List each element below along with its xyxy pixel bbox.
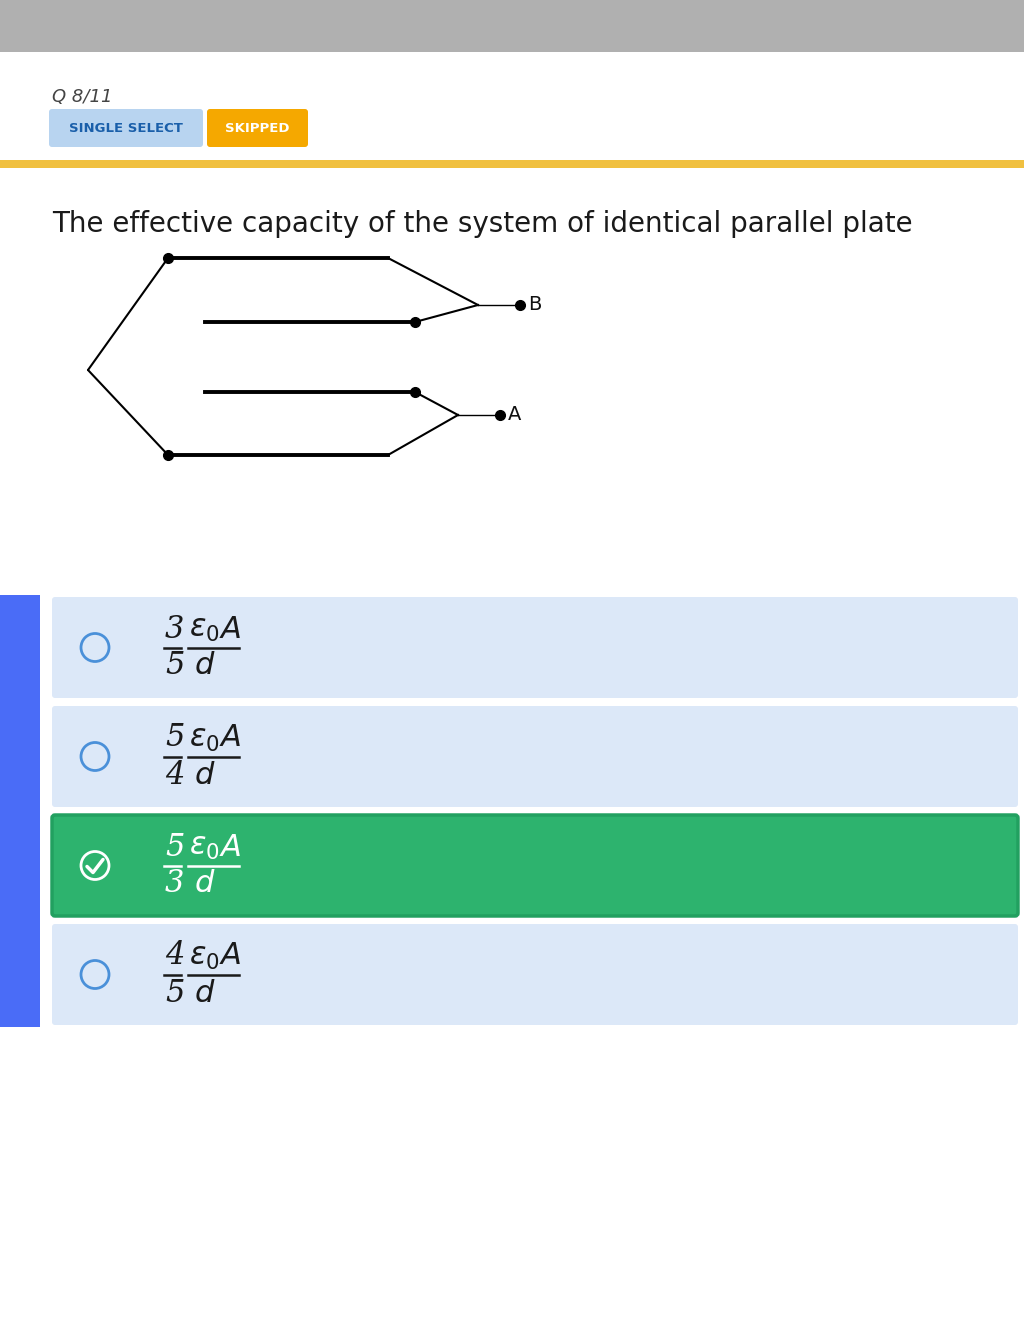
Text: 5: 5 [165,651,184,681]
Text: $A$: $A$ [219,614,242,644]
Text: A: A [508,406,521,425]
Text: B: B [528,295,542,314]
Text: 3: 3 [165,869,184,900]
Text: $\varepsilon_0$: $\varepsilon_0$ [189,615,219,644]
Text: SINGLE SELECT: SINGLE SELECT [69,121,183,134]
Bar [0,0,1024,52]
FancyBboxPatch shape [52,705,1018,807]
Circle shape [81,852,109,880]
Text: Q 8/11: Q 8/11 [52,88,113,106]
Text: $\varepsilon_0$: $\varepsilon_0$ [189,833,219,862]
FancyBboxPatch shape [52,924,1018,1025]
Circle shape [81,634,109,662]
Text: SKIPPED: SKIPPED [224,121,289,134]
Text: 5: 5 [165,977,184,1009]
FancyBboxPatch shape [49,109,203,146]
FancyBboxPatch shape [52,598,1018,697]
FancyBboxPatch shape [207,109,308,146]
Text: $d$: $d$ [194,977,215,1009]
Text: $d$: $d$ [194,760,215,791]
Text: The effective capacity of the system of identical parallel plate: The effective capacity of the system of … [52,210,912,238]
Text: 4: 4 [165,941,184,972]
Text: $d$: $d$ [194,651,215,681]
Text: $\varepsilon_0$: $\varepsilon_0$ [189,942,219,972]
Text: 4: 4 [165,760,184,791]
Text: 5: 5 [165,723,184,753]
Text: $A$: $A$ [219,832,242,862]
Text: 3: 3 [165,614,184,644]
Circle shape [81,961,109,989]
Circle shape [81,743,109,771]
FancyBboxPatch shape [52,815,1018,916]
Bar [0,595,40,1028]
Text: $d$: $d$ [194,869,215,900]
Bar [0,160,1024,168]
Text: $A$: $A$ [219,723,242,753]
Text: 5: 5 [165,832,184,862]
Text: $A$: $A$ [219,941,242,972]
Text: $\varepsilon_0$: $\varepsilon_0$ [189,724,219,753]
